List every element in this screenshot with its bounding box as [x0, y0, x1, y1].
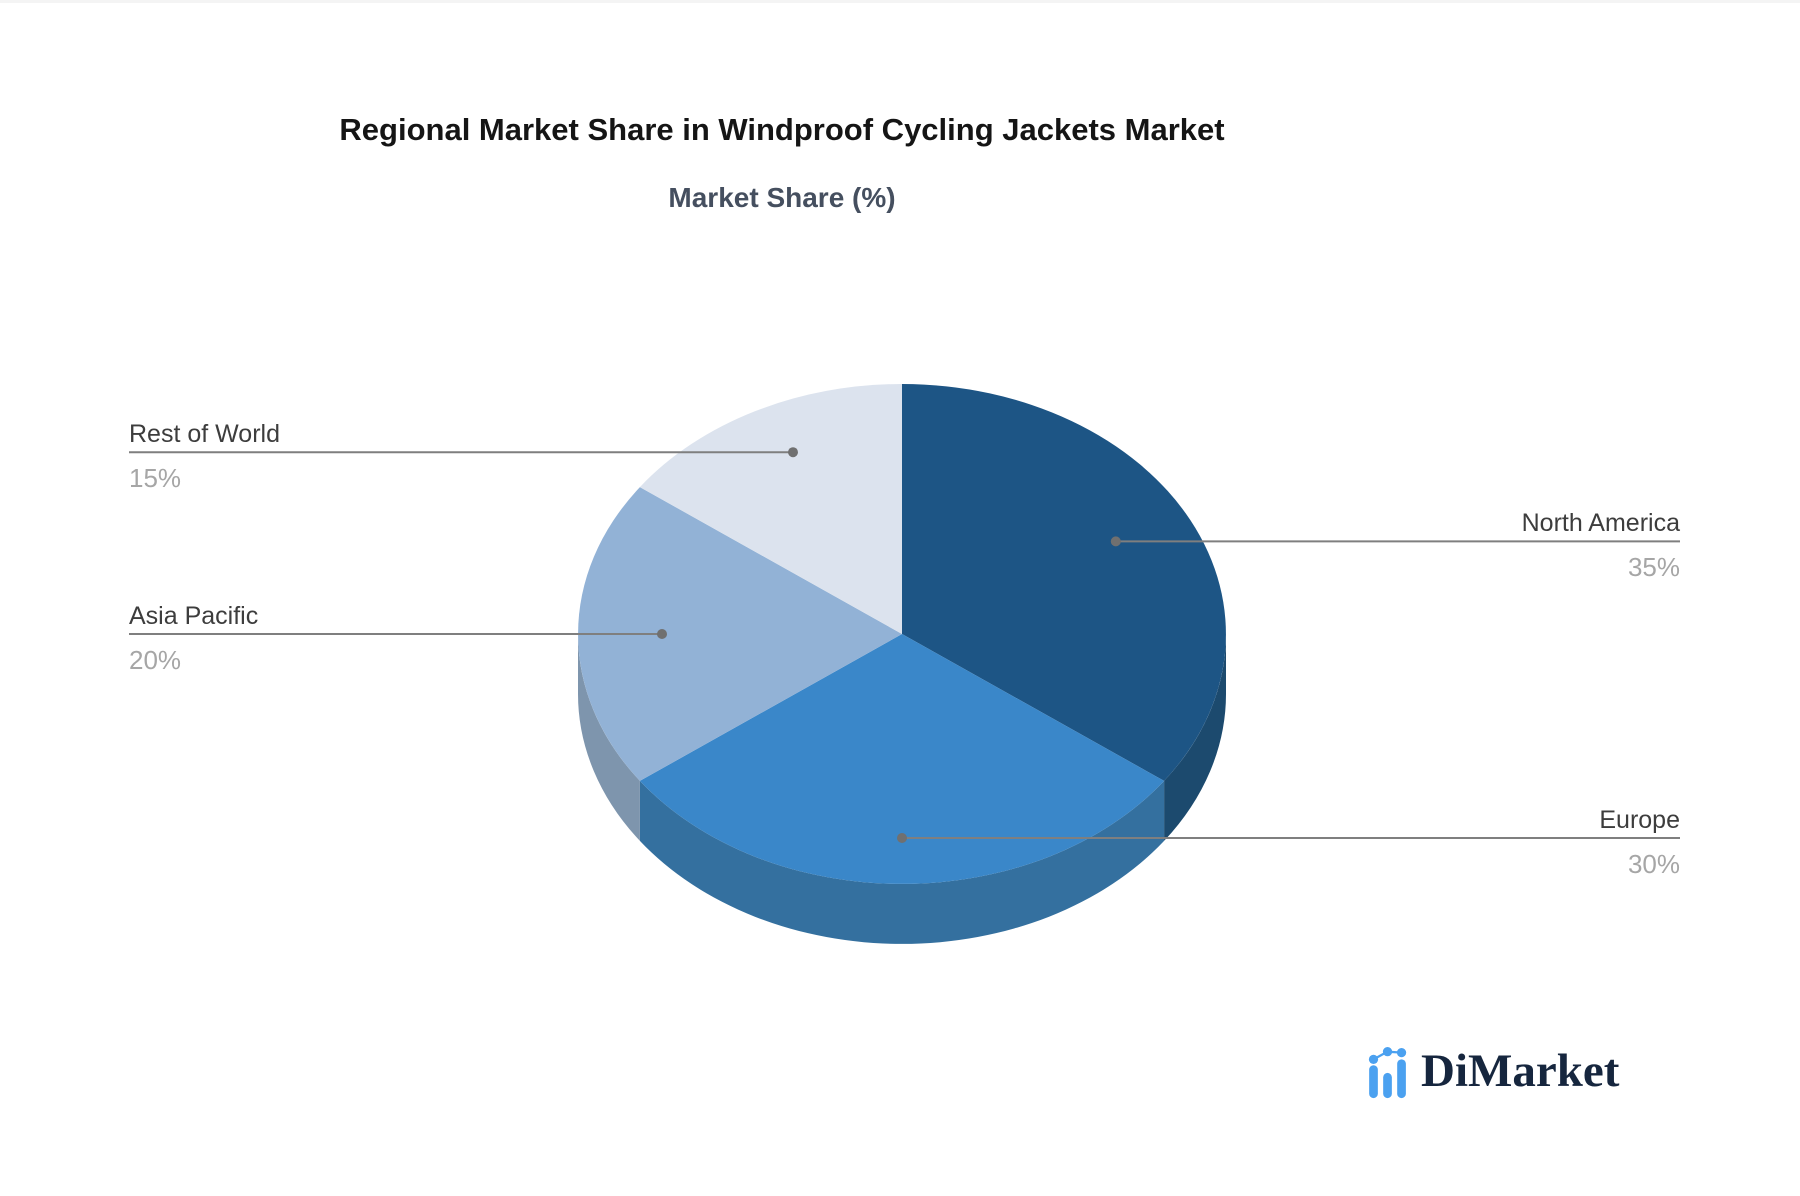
pie-label-percent: 30% [1627, 849, 1680, 879]
window-top-edge [0, 0, 1800, 3]
pie-slice-rest-of-world [639, 384, 902, 634]
leader-dot-north-america [1110, 536, 1121, 547]
pie-label-name: Europe [1599, 806, 1680, 834]
pie-side-asia-pacific [578, 634, 640, 841]
pie-label-name: Rest of World [129, 420, 280, 449]
pie-label-name: North America [1521, 509, 1680, 538]
pie-label-name: Asia Pacific [129, 602, 259, 630]
pie-label-percent: 35% [1627, 552, 1680, 583]
pie-slice-europe [639, 634, 1165, 884]
leader-dot-rest-of-world [788, 447, 798, 458]
pie-slice-asia-pacific [578, 487, 902, 781]
pie-side-europe [639, 780, 1165, 944]
chart-subtitle: Market Share (%) [668, 182, 896, 213]
pie-slice-north-america [902, 384, 1226, 781]
brand-logo: DiMarket [1367, 1042, 1619, 1100]
leader-dot-asia-pacific [657, 629, 667, 639]
pie-label-percent: 20% [129, 645, 182, 675]
leader-dot-europe [897, 833, 907, 843]
pie-label-percent: 15% [129, 463, 182, 494]
brand-name: DiMarket [1421, 1045, 1620, 1097]
pie-side-north-america [1164, 634, 1226, 841]
chart-title: Regional Market Share in Windproof Cycli… [339, 112, 1225, 147]
bar-chart-logo-icon [1368, 1047, 1407, 1099]
